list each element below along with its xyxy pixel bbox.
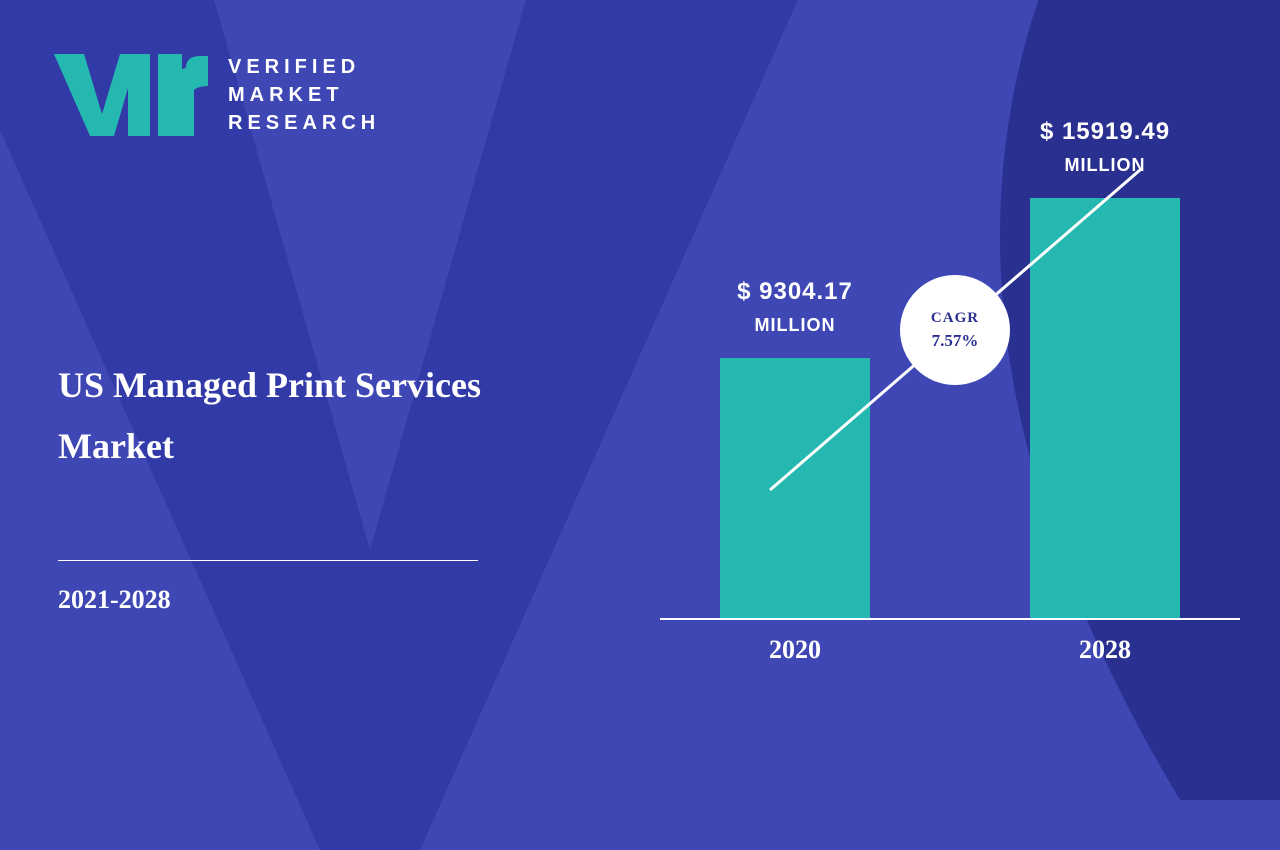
logo-text-line2: MARKET [228, 81, 380, 109]
bar-2020-label: $ 9304.17 MILLION [705, 273, 885, 340]
logo-mark-icon [50, 50, 210, 140]
title-block: US Managed Print Services Market [58, 355, 481, 477]
bar-2028-value: $ 15919.49 [1010, 113, 1200, 151]
bar-2020-unit: MILLION [705, 311, 885, 340]
divider-line [58, 560, 478, 561]
bar-2028-label: $ 15919.49 MILLION [1010, 113, 1200, 180]
bar-2028-unit: MILLION [1010, 151, 1200, 180]
bar-2028 [1030, 198, 1180, 618]
cagr-label: CAGR [931, 310, 979, 327]
logo-text-line1: VERIFIED [228, 53, 380, 81]
title-line1: US Managed Print Services [58, 355, 481, 416]
bar-chart: $ 9304.17 MILLION 2020 $ 15919.49 MILLIO… [660, 60, 1240, 620]
bar-2020-value: $ 9304.17 [705, 273, 885, 311]
title-line2: Market [58, 416, 481, 477]
cagr-value: 7.57% [932, 331, 979, 351]
cagr-badge: CAGR 7.57% [900, 275, 1010, 385]
year-range: 2021-2028 [58, 585, 171, 615]
logo-text: VERIFIED MARKET RESEARCH [228, 53, 380, 137]
logo-text-line3: RESEARCH [228, 109, 380, 137]
x-label-2028: 2028 [1030, 635, 1180, 665]
logo: VERIFIED MARKET RESEARCH [50, 50, 380, 140]
x-label-2020: 2020 [720, 635, 870, 665]
x-axis [660, 618, 1240, 620]
bar-2020 [720, 358, 870, 618]
